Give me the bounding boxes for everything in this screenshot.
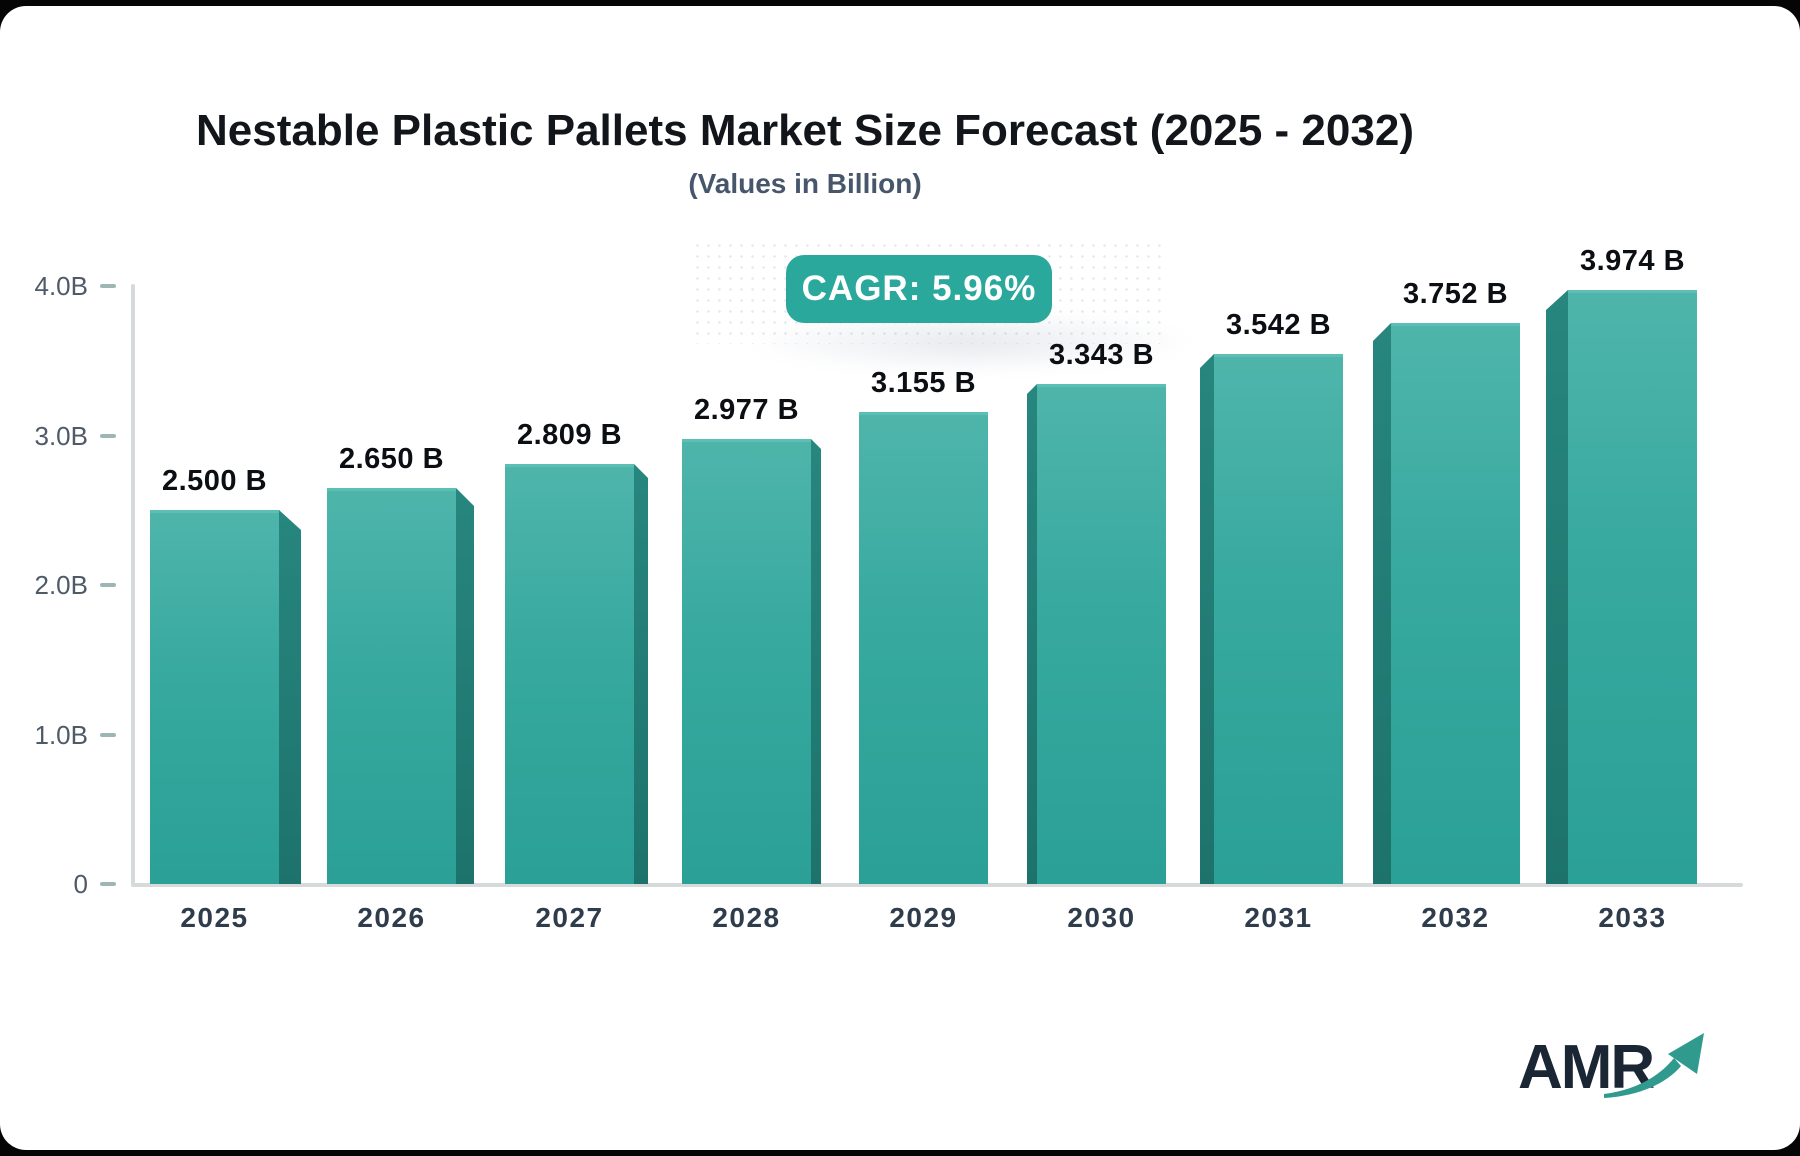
bar-value-label-2029: 3.155 B xyxy=(870,367,977,399)
bar-value-label-2030: 3.343 B xyxy=(1048,339,1155,371)
bar-2033 xyxy=(1546,290,1697,884)
x-axis-label-2031: 2031 xyxy=(1244,902,1313,933)
y-axis-label-1.0B: 1.0B xyxy=(34,719,89,750)
y-axis-label-2.0B: 2.0B xyxy=(34,570,89,600)
bar-2028 xyxy=(682,439,821,884)
x-axis-label-2032: 2032 xyxy=(1421,902,1490,933)
bar-2027 xyxy=(505,464,648,884)
cagr-badge-label: CAGR: 5.96% xyxy=(801,269,1037,308)
x-axis-label-2025: 2025 xyxy=(180,902,249,933)
bar-2026 xyxy=(327,488,474,884)
bar-2025 xyxy=(150,510,301,884)
x-axis-label-2033: 2033 xyxy=(1598,902,1667,933)
x-axis-label-2029: 2029 xyxy=(889,902,958,933)
bar-2030 xyxy=(1027,384,1166,884)
x-axis-label-2027: 2027 xyxy=(535,902,604,933)
y-axis-tick-3.0B xyxy=(100,433,116,438)
y-axis-tick-0 xyxy=(100,882,116,886)
cagr-badge: CAGR: 5.96% xyxy=(786,255,1052,323)
y-axis-line xyxy=(131,284,135,885)
chart-title: Nestable Plastic Pallets Market Size For… xyxy=(196,106,1414,155)
y-axis-tick-4.0B xyxy=(100,284,116,288)
x-axis-label-2028: 2028 xyxy=(712,902,781,933)
x-axis-label-2030: 2030 xyxy=(1067,902,1136,933)
x-axis-line xyxy=(131,883,1743,887)
y-axis-tick-1.0B xyxy=(100,732,116,737)
bar-2032 xyxy=(1373,323,1520,884)
x-axis-label-2026: 2026 xyxy=(357,902,426,933)
y-axis-label-0: 0 xyxy=(73,869,88,899)
logo-arrow-icon xyxy=(1604,1033,1704,1098)
bar-value-label-2031: 3.542 B xyxy=(1225,309,1332,341)
bar-value-label-2032: 3.752 B xyxy=(1402,278,1509,310)
bar-2029 xyxy=(859,412,988,884)
y-axis-label-4.0B: 4.0B xyxy=(34,271,89,301)
bar-value-label-2033: 3.974 B xyxy=(1579,245,1686,277)
y-axis-label-3.0B: 3.0B xyxy=(34,420,89,451)
bar-2031 xyxy=(1200,354,1343,884)
y-axis-tick-2.0B xyxy=(100,583,116,587)
chart-subtitle: (Values in Billion) xyxy=(688,168,922,199)
bar-value-label-2025: 2.500 B xyxy=(161,465,268,497)
bar-value-label-2028: 2.977 B xyxy=(693,394,800,426)
bar-value-label-2026: 2.650 B xyxy=(338,443,445,475)
bar-value-label-2027: 2.809 B xyxy=(516,419,623,451)
